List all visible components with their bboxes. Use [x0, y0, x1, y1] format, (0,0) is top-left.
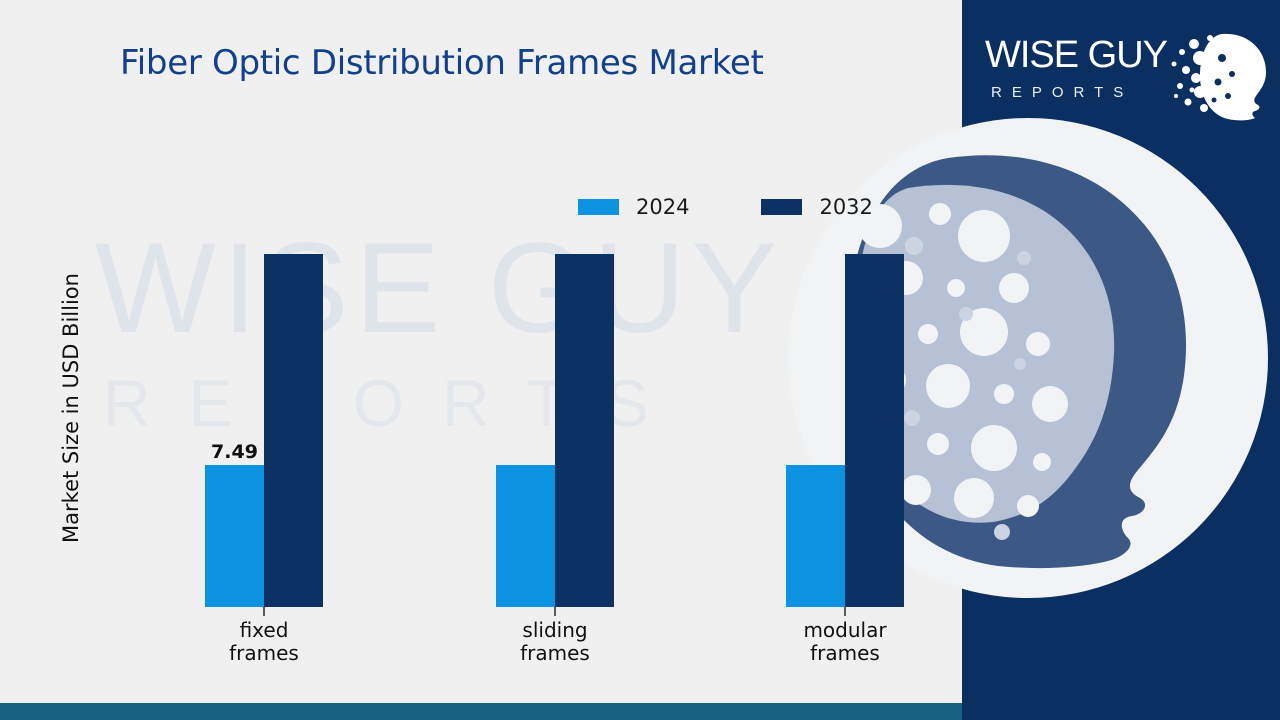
legend-swatch-2024	[578, 199, 619, 215]
bar-2032-modular-frames[interactable]	[845, 254, 904, 607]
x-axis-label-line-2: frames	[520, 641, 590, 665]
x-axis-label-modular-frames: modular frames	[746, 619, 944, 665]
x-axis: fixed frames sliding frames modular fram…	[0, 607, 962, 687]
bar-2032-sliding-frames[interactable]	[555, 254, 614, 607]
x-axis-label-line-2: frames	[229, 641, 299, 665]
bar-2024-sliding-frames[interactable]	[496, 465, 555, 607]
logo-wordmark-secondary: REPORTS	[991, 84, 1134, 101]
logo-wordmark-primary: WISE GUY	[985, 34, 1168, 76]
footer-bar	[0, 703, 962, 720]
x-axis-label-line-1: sliding	[522, 618, 588, 642]
brand-logo: WISE GUY REPORTS	[985, 33, 1275, 121]
bar-group-modular-frames	[786, 247, 904, 607]
legend-label-2024: 2024	[636, 195, 690, 219]
bar-group-sliding-frames	[496, 247, 614, 607]
x-axis-label-fixed-frames: fixed frames	[165, 619, 363, 665]
legend: 2024 2032	[578, 194, 873, 220]
legend-item-2024[interactable]: 2024	[578, 195, 689, 219]
legend-swatch-2032	[761, 199, 803, 215]
x-tick-mark	[263, 607, 265, 616]
x-axis-label-line-1: modular	[803, 618, 887, 642]
x-tick-group-sliding-frames: sliding frames	[496, 607, 614, 687]
x-tick-mark	[844, 607, 846, 616]
x-axis-label-sliding-frames: sliding frames	[456, 619, 654, 665]
dotted-brain-graphic	[788, 118, 1268, 598]
bar-group-fixed-frames: 7.49	[205, 247, 323, 607]
page-title: Fiber Optic Distribution Frames Market	[120, 43, 764, 83]
plot-area: 7.49 fixed frames slidin	[0, 247, 962, 687]
x-axis-label-line-1: fixed	[239, 618, 289, 642]
x-tick-group-fixed-frames: fixed frames	[205, 607, 323, 687]
bar-value-label-fixed-frames: 7.49	[211, 441, 258, 463]
bar-2032-fixed-frames[interactable]	[264, 254, 323, 607]
x-tick-group-modular-frames: modular frames	[786, 607, 904, 687]
x-tick-mark	[554, 607, 556, 616]
dotted-head-profile-icon	[1170, 30, 1275, 122]
legend-label-2032: 2032	[819, 195, 873, 219]
bar-2024-fixed-frames[interactable]	[205, 465, 264, 607]
bar-2024-modular-frames[interactable]	[786, 465, 845, 607]
x-axis-label-line-2: frames	[810, 641, 880, 665]
legend-item-2032[interactable]: 2032	[761, 195, 873, 219]
